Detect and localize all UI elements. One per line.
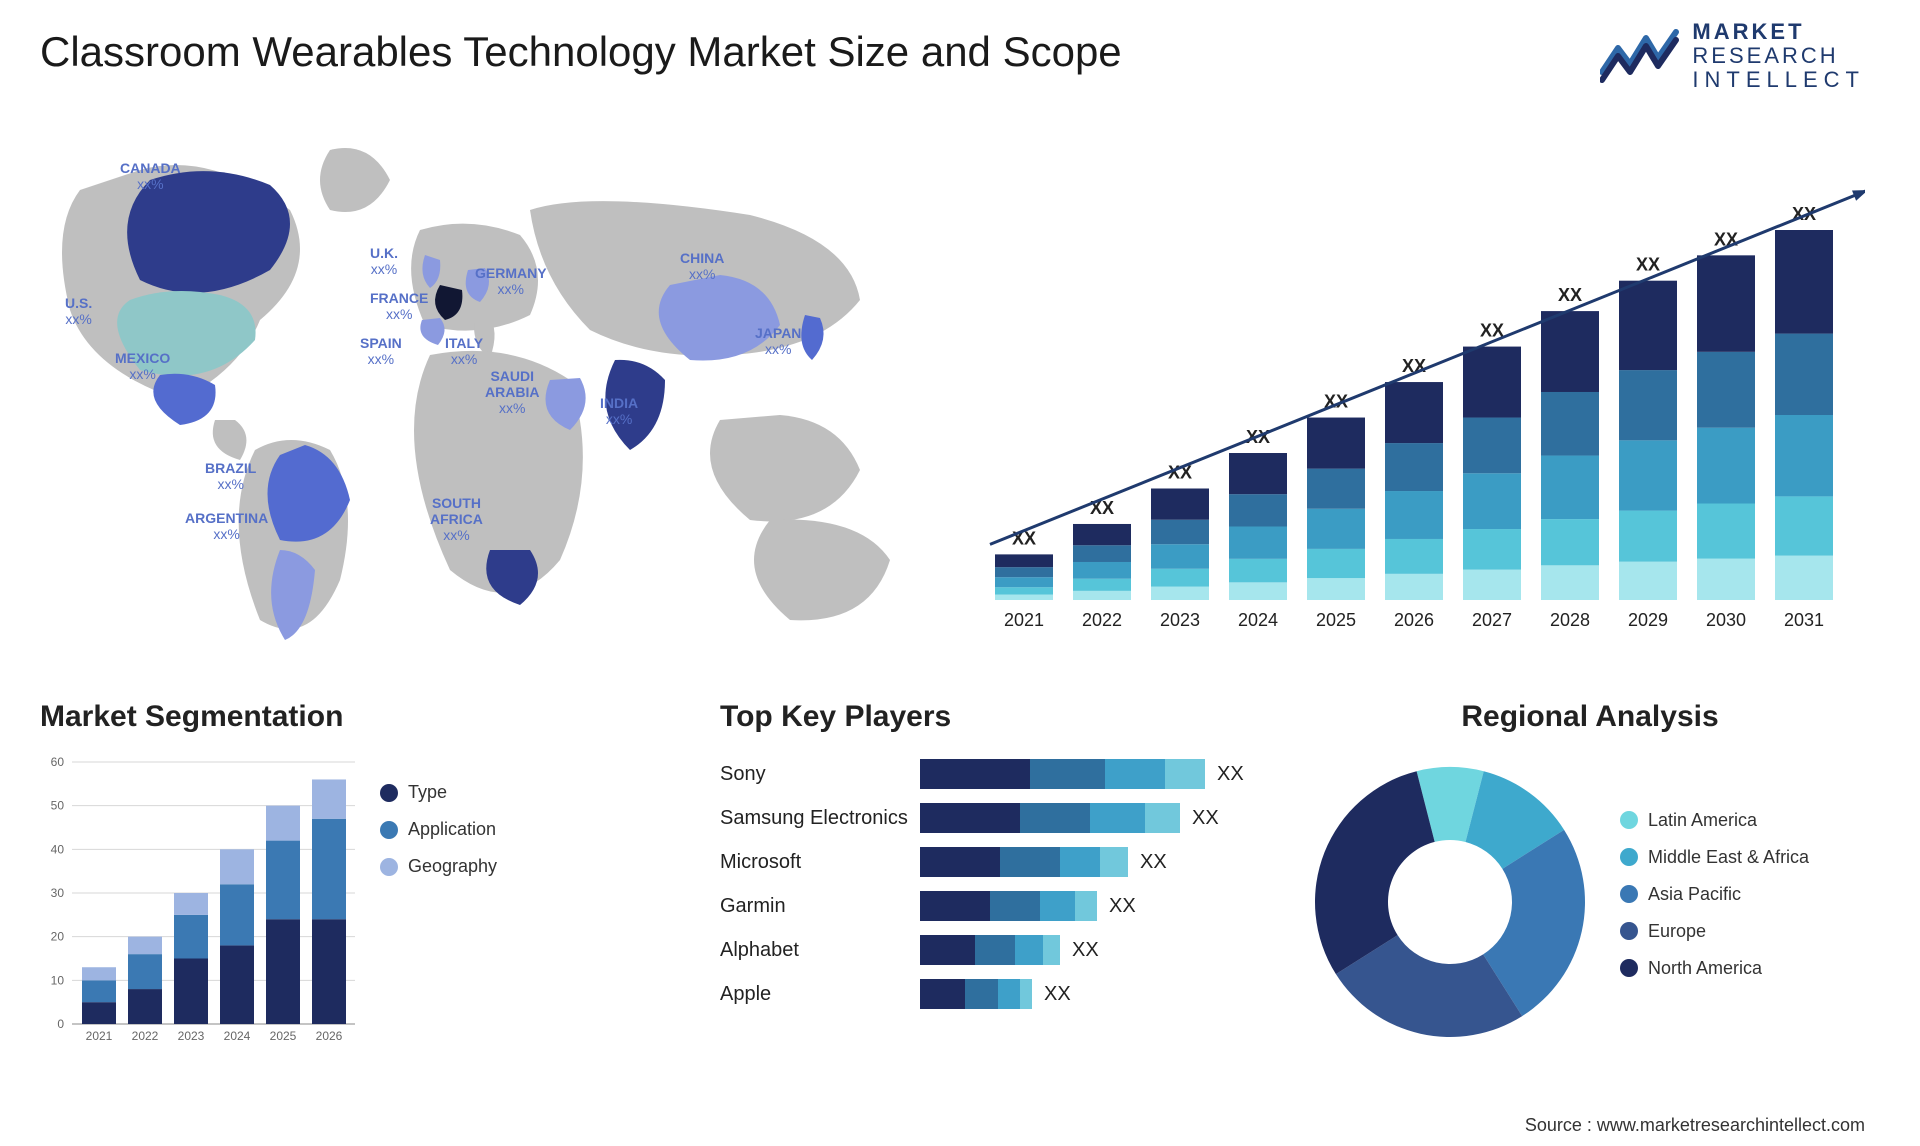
legend-item: North America xyxy=(1620,958,1809,979)
map-label: BRAZILxx% xyxy=(205,460,256,492)
segmentation-legend: Type Application Geography xyxy=(380,752,497,893)
regional-panel: Regional Analysis Latin America Middle Ea… xyxy=(1300,700,1880,1052)
svg-text:XX: XX xyxy=(1636,255,1660,275)
player-label: Apple xyxy=(720,983,920,1006)
player-row: Alphabet XX xyxy=(720,928,1280,972)
player-value: XX xyxy=(1140,851,1167,874)
svg-text:2026: 2026 xyxy=(316,1029,343,1043)
player-value: XX xyxy=(1044,983,1071,1006)
segmentation-chart: 0 10 20 30 40 50 60 2021 2022 2023 2024 2025 2026 xyxy=(40,752,360,1052)
map-label: GERMANYxx% xyxy=(475,265,547,297)
map-label: JAPANxx% xyxy=(755,325,801,357)
legend-item: Europe xyxy=(1620,921,1809,942)
player-label: Sony xyxy=(720,763,920,786)
player-bar: XX xyxy=(920,759,1280,789)
svg-text:2025: 2025 xyxy=(270,1029,297,1043)
world-map: CANADAxx% U.S.xx% MEXICOxx% BRAZILxx% ARGENT… xyxy=(30,120,940,660)
svg-text:2024: 2024 xyxy=(224,1029,251,1043)
player-value: XX xyxy=(1072,939,1099,962)
svg-text:2023: 2023 xyxy=(1160,610,1200,630)
brand-logo: MARKET RESEARCH INTELLECT xyxy=(1600,20,1865,93)
svg-text:2027: 2027 xyxy=(1472,610,1512,630)
legend-item: Middle East & Africa xyxy=(1620,847,1809,868)
legend-item: Asia Pacific xyxy=(1620,884,1809,905)
player-row: Garmin XX xyxy=(720,884,1280,928)
player-label: Samsung Electronics xyxy=(720,807,920,830)
growth-chart: XX2021XX2022XX2023XX2024XX2025XX2026XX20… xyxy=(985,150,1865,650)
map-label: INDIAxx% xyxy=(600,395,638,427)
logo-icon xyxy=(1600,28,1680,84)
map-label: SOUTHAFRICAxx% xyxy=(430,495,483,543)
player-row: Samsung Electronics XX xyxy=(720,796,1280,840)
svg-text:10: 10 xyxy=(51,973,65,987)
player-label: Alphabet xyxy=(720,939,920,962)
player-bar: XX xyxy=(920,803,1280,833)
player-value: XX xyxy=(1192,807,1219,830)
svg-text:2025: 2025 xyxy=(1316,610,1356,630)
player-bar: XX xyxy=(920,979,1280,1009)
player-label: Garmin xyxy=(720,895,920,918)
svg-text:40: 40 xyxy=(51,842,65,856)
svg-text:2026: 2026 xyxy=(1394,610,1434,630)
map-label: ARGENTINAxx% xyxy=(185,510,268,542)
player-row: Apple XX xyxy=(720,972,1280,1016)
svg-text:50: 50 xyxy=(51,799,65,813)
map-label: U.S.xx% xyxy=(65,295,92,327)
player-row: Microsoft XX xyxy=(720,840,1280,884)
player-value: XX xyxy=(1109,895,1136,918)
svg-text:2021: 2021 xyxy=(86,1029,113,1043)
logo-text: MARKET RESEARCH INTELLECT xyxy=(1692,20,1865,93)
map-label: U.K.xx% xyxy=(370,245,398,277)
player-bar: XX xyxy=(920,935,1280,965)
svg-text:20: 20 xyxy=(51,930,65,944)
svg-text:2031: 2031 xyxy=(1784,610,1824,630)
map-label: CHINAxx% xyxy=(680,250,724,282)
page-title: Classroom Wearables Technology Market Si… xyxy=(40,28,1122,76)
svg-text:2028: 2028 xyxy=(1550,610,1590,630)
players-title: Top Key Players xyxy=(720,700,1280,734)
players-chart: SonyXXSamsung ElectronicsXXMicrosoftXXGa… xyxy=(720,752,1280,1016)
svg-text:2024: 2024 xyxy=(1238,610,1278,630)
players-panel: Top Key Players SonyXXSamsung Electronic… xyxy=(720,700,1280,1016)
regional-title: Regional Analysis xyxy=(1300,700,1880,734)
player-bar: XX xyxy=(920,891,1280,921)
player-value: XX xyxy=(1217,763,1244,786)
svg-text:2022: 2022 xyxy=(132,1029,159,1043)
map-label: ITALYxx% xyxy=(445,335,483,367)
svg-text:60: 60 xyxy=(51,755,65,769)
legend-item: Latin America xyxy=(1620,810,1809,831)
svg-text:2023: 2023 xyxy=(178,1029,205,1043)
donut-legend: Latin America Middle East & Africa Asia Pa… xyxy=(1620,810,1809,995)
legend-item: Application xyxy=(380,819,497,840)
segmentation-title: Market Segmentation xyxy=(40,700,590,734)
segmentation-panel: Market Segmentation 0 10 20 30 40 50 60 2021 202… xyxy=(40,700,590,1052)
donut-chart xyxy=(1300,752,1600,1052)
player-row: Sony XX xyxy=(720,752,1280,796)
map-label: FRANCExx% xyxy=(370,290,428,322)
map-label: MEXICOxx% xyxy=(115,350,170,382)
source-text: Source : www.marketresearchintellect.com xyxy=(1525,1115,1865,1136)
player-bar: XX xyxy=(920,847,1280,877)
svg-text:2030: 2030 xyxy=(1706,610,1746,630)
map-label: CANADAxx% xyxy=(120,160,181,192)
legend-item: Geography xyxy=(380,856,497,877)
svg-text:2022: 2022 xyxy=(1082,610,1122,630)
player-label: Microsoft xyxy=(720,851,920,874)
svg-text:2029: 2029 xyxy=(1628,610,1668,630)
legend-item: Type xyxy=(380,782,497,803)
svg-text:30: 30 xyxy=(51,886,65,900)
svg-text:XX: XX xyxy=(1558,285,1582,305)
map-label: SAUDIARABIAxx% xyxy=(485,368,539,416)
svg-text:0: 0 xyxy=(57,1017,64,1031)
svg-text:2021: 2021 xyxy=(1004,610,1044,630)
map-label: SPAINxx% xyxy=(360,335,402,367)
